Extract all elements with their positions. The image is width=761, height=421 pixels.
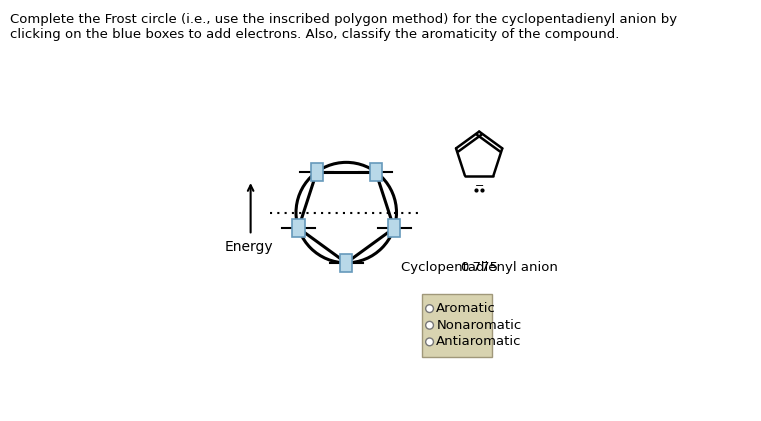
Circle shape	[425, 338, 434, 346]
Text: Energy: Energy	[224, 240, 273, 254]
FancyBboxPatch shape	[388, 219, 400, 237]
Circle shape	[425, 305, 434, 312]
FancyBboxPatch shape	[422, 294, 492, 357]
Text: Aromatic: Aromatic	[436, 302, 496, 315]
FancyBboxPatch shape	[340, 254, 352, 272]
Text: −: −	[474, 181, 484, 192]
FancyBboxPatch shape	[370, 163, 382, 181]
Text: Cyclopentadienyl anion: Cyclopentadienyl anion	[401, 261, 558, 274]
Text: Nonaromatic: Nonaromatic	[436, 319, 521, 332]
Circle shape	[425, 321, 434, 329]
FancyBboxPatch shape	[292, 219, 304, 237]
Text: Complete the Frost circle (i.e., use the inscribed polygon method) for the cyclo: Complete the Frost circle (i.e., use the…	[10, 13, 677, 41]
FancyBboxPatch shape	[310, 163, 323, 181]
Text: 0.775: 0.775	[460, 261, 498, 274]
Text: Antiaromatic: Antiaromatic	[436, 336, 522, 349]
